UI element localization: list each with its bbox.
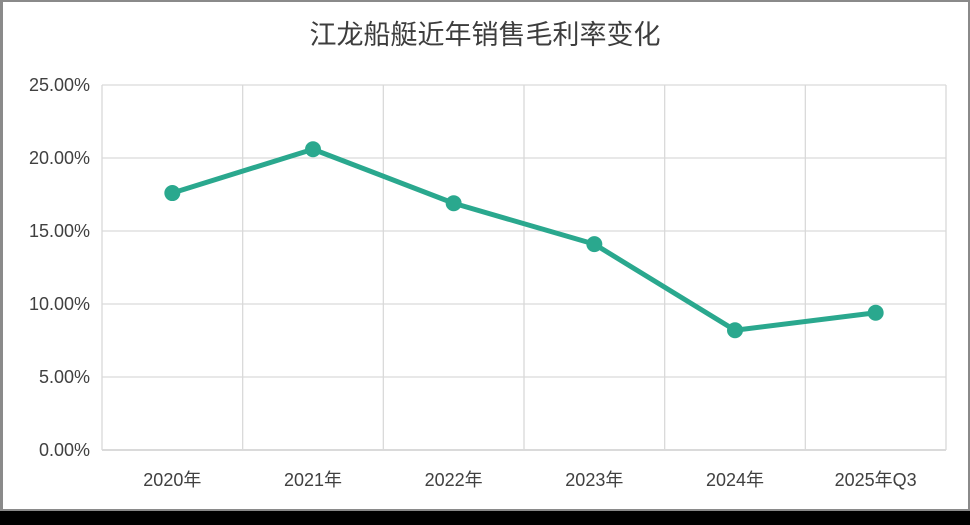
data-point-marker — [305, 141, 321, 158]
x-tick-label: 2020年 — [143, 470, 201, 490]
data-point-marker — [164, 185, 181, 202]
y-tick-label: 5.00% — [39, 367, 90, 387]
data-point-marker — [867, 304, 884, 321]
trend-line-series — [164, 141, 884, 339]
x-tick-label: 2021年 — [284, 470, 342, 490]
data-point-marker — [586, 236, 603, 253]
bottom-black-band — [0, 511, 970, 525]
x-tick-label: 2023年 — [565, 470, 623, 490]
x-tick-label: 2024年 — [706, 470, 764, 490]
x-axis-tick-labels: 2020年 2021年 2022年 2023年 2024年 2025年Q3 — [143, 470, 916, 490]
trend-line — [169, 146, 879, 333]
chart-title: 江龙船艇近年销售毛利率变化 — [310, 20, 661, 50]
y-axis-tick-labels: 0.00% 5.00% 10.00% 15.00% 20.00% 25.00% — [29, 75, 90, 460]
chart-gridlines — [101, 84, 947, 451]
x-tick-label: 2022年 — [425, 470, 483, 490]
y-tick-label: 20.00% — [29, 148, 90, 168]
y-tick-label: 0.00% — [39, 440, 90, 460]
x-tick-label: 2025年Q3 — [835, 470, 917, 490]
y-tick-label: 10.00% — [29, 294, 90, 314]
data-point-marker — [727, 322, 743, 339]
data-point-marker — [445, 195, 462, 212]
y-tick-label: 15.00% — [29, 221, 90, 241]
y-tick-label: 25.00% — [29, 75, 90, 95]
